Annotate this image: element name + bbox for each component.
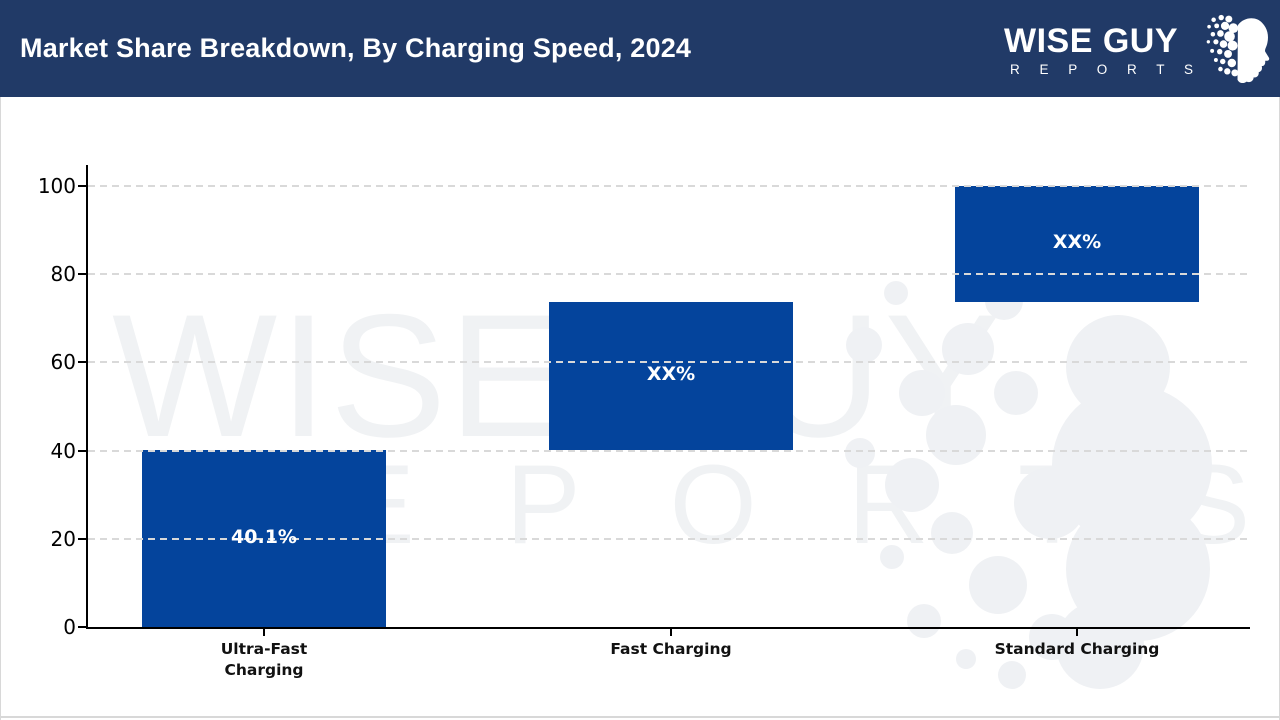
gridline-y-80 xyxy=(88,273,1248,276)
y-tick-label-0: 0 xyxy=(63,615,76,639)
bar-value-label-2: XX% xyxy=(646,363,696,386)
y-tick-mark-20 xyxy=(78,537,86,540)
y-tick-mark-80 xyxy=(78,273,86,276)
chart-canvas: WISE GUY R E P O R T S 40.1% XX% XX% 0 20 40… xyxy=(0,97,1280,720)
bar-value-label-3: XX% xyxy=(1052,230,1102,253)
x-tick-mark-2 xyxy=(670,628,672,636)
page-border-bottom xyxy=(0,716,1280,718)
bar-value-label-1: 40.1% xyxy=(231,525,297,548)
gridline-y-60 xyxy=(88,361,1248,364)
plot-area: 40.1% XX% XX% xyxy=(78,165,1250,636)
y-tick-mark-40 xyxy=(78,449,86,452)
header-bar: Market Share Breakdown, By Charging Spee… xyxy=(0,0,1280,97)
y-tick-label-80: 80 xyxy=(50,262,76,287)
gridline-y-40 xyxy=(88,449,1248,452)
y-tick-mark-60 xyxy=(78,361,86,364)
watermark-head xyxy=(845,238,1212,689)
x-tick-mark-3 xyxy=(1076,628,1078,636)
page-border-left xyxy=(0,97,1,720)
bar-3 xyxy=(955,186,1199,302)
page-title: Market Share Breakdown, By Charging Spee… xyxy=(20,33,692,63)
x-category-label-2: Fast Charging xyxy=(610,640,732,658)
gridline-y-20 xyxy=(88,537,1248,540)
bar-2 xyxy=(549,301,793,451)
y-tick-label-60: 60 xyxy=(50,350,76,375)
x-category-label-3: Standard Charging xyxy=(994,640,1160,658)
x-axis-line xyxy=(86,627,1250,629)
brand-name: WISE GUY xyxy=(1004,22,1179,60)
dotted-head-icon xyxy=(1206,14,1270,84)
brand-logo: WISE GUY R E P O R T S xyxy=(1004,0,1274,97)
y-tick-mark-100 xyxy=(78,185,86,187)
y-tick-mark-0 xyxy=(78,626,86,628)
x-category-label-1: Ultra-Fast Charging xyxy=(220,640,308,679)
x-tick-mark-1 xyxy=(263,628,265,636)
y-tick-label-40: 40 xyxy=(50,438,76,463)
y-tick-label-20: 20 xyxy=(50,526,76,551)
y-tick-label-100: 100 xyxy=(37,174,76,198)
gridline-y-100 xyxy=(88,185,1248,187)
brand-subtitle: R E P O R T S xyxy=(1010,62,1202,77)
y-axis-line xyxy=(86,165,88,629)
